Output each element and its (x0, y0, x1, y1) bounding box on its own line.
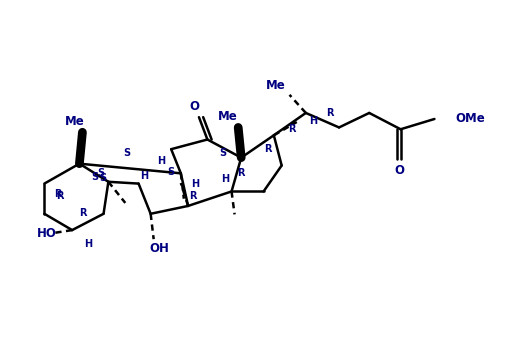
Text: S: S (167, 166, 175, 177)
Text: HO: HO (37, 227, 56, 240)
Text: R: R (264, 144, 271, 154)
Text: R: R (189, 191, 196, 201)
Text: Me: Me (65, 115, 85, 128)
Text: OH: OH (150, 242, 169, 255)
Text: S: S (123, 148, 130, 158)
Text: R: R (56, 191, 64, 201)
Text: H: H (191, 179, 200, 189)
Text: Me: Me (217, 110, 237, 123)
Text: O: O (189, 100, 199, 113)
Text: R: R (326, 108, 334, 118)
Text: H: H (221, 174, 230, 184)
Text: S: S (219, 148, 227, 158)
Text: R: R (54, 189, 62, 199)
Text: H: H (309, 116, 318, 126)
Text: H: H (84, 239, 93, 249)
Text: S: S (92, 172, 99, 182)
Text: H: H (157, 156, 165, 166)
Text: S: S (99, 173, 106, 183)
Text: R: R (238, 168, 245, 178)
Text: O: O (394, 164, 405, 177)
Text: Me: Me (266, 79, 286, 92)
Text: R: R (288, 124, 296, 134)
Text: R: R (79, 208, 87, 218)
Text: H: H (140, 171, 149, 181)
Text: OMe: OMe (456, 113, 485, 125)
Text: S: S (97, 168, 104, 178)
